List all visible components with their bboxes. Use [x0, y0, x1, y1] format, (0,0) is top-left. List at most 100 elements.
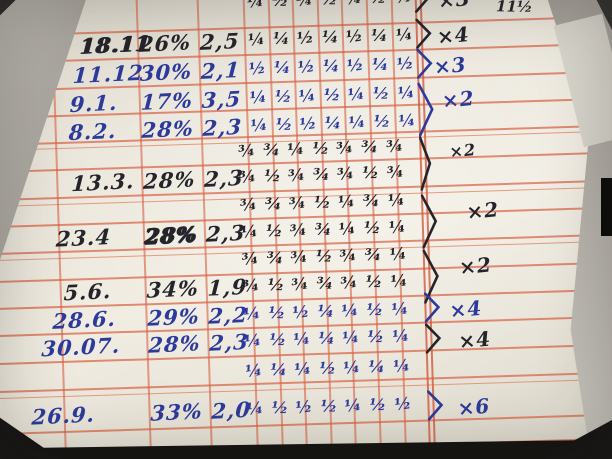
fraction-cell: ¾: [288, 219, 308, 241]
fraction-cell: ¼: [342, 356, 362, 378]
value-cell: 3,5: [201, 85, 243, 113]
percent-cell: 28%: [147, 330, 202, 358]
fraction-cell: ½: [363, 218, 381, 238]
fraction-cell: ¼: [396, 82, 416, 104]
multiplier-label: ×2: [458, 252, 493, 280]
fraction-cell: ½: [372, 83, 390, 104]
fraction-cell: ½: [315, 246, 333, 266]
fraction-cell: ¼: [242, 302, 262, 325]
multiplier-label: ×4: [448, 295, 484, 323]
fraction-cell: ½: [274, 86, 292, 107]
percent-cell: 30%: [139, 58, 193, 86]
fraction-cell: ¾: [316, 273, 334, 293]
bracket-icon: [422, 249, 441, 307]
fraction-cell: ¾: [241, 274, 261, 297]
multiplier-label: ×4: [435, 21, 471, 50]
fraction-cell: ½: [295, 27, 315, 49]
fraction-cell: ½: [271, 0, 289, 11]
fraction-cell: ¼: [343, 394, 363, 416]
multiplier-label: ×4: [457, 326, 493, 354]
fraction-cell: ¼: [246, 28, 266, 50]
fraction-cell: ¼: [338, 217, 358, 240]
fraction-cell: ½: [316, 0, 341, 9]
fraction-cell: ¼: [272, 28, 290, 49]
fraction-cell: ¼: [386, 189, 406, 211]
fraction-cell: ½: [291, 301, 311, 323]
date-cell: 9.1.: [69, 89, 119, 118]
fraction-cell: ¼: [389, 298, 409, 320]
fraction-cell: ¼: [388, 243, 408, 265]
note-top-right: 11½: [495, 0, 533, 17]
fraction-cell: ¾: [288, 192, 308, 214]
fraction-cell: ½: [366, 299, 384, 320]
date-cell: 5.6.: [63, 277, 113, 306]
fraction-cell: ½: [344, 25, 365, 47]
value-cell: 2,1: [200, 56, 242, 84]
fraction-cell: ¼: [321, 27, 339, 47]
fraction-cell: ½: [318, 358, 336, 378]
fraction-cell: ¾: [312, 164, 330, 184]
fraction-cell: ¾: [264, 194, 282, 214]
fraction-cell: ½: [367, 326, 385, 347]
percent-cell: 28%: [144, 221, 198, 249]
bracket-icon: [417, 82, 435, 140]
fraction-cell: ¾: [237, 166, 258, 188]
percent-cell: 28%: [142, 166, 197, 194]
fraction-cell: ¼: [245, 0, 265, 12]
fraction-cell: ¼: [317, 301, 335, 321]
fraction-cell: ½: [294, 396, 314, 418]
fraction-cell: ¼: [396, 110, 416, 132]
fraction-cell: ½: [361, 163, 380, 183]
bracket-icon: [423, 292, 441, 326]
fraction-cell: ½: [395, 53, 415, 75]
fraction-cell: ¼: [292, 328, 312, 350]
multiplier-label: ×3: [432, 52, 468, 80]
percent-cell: 29%: [146, 303, 201, 331]
fraction-cell: ¼: [249, 114, 269, 136]
fraction-cell: ¾: [240, 248, 260, 270]
fraction-cell: ¾: [262, 140, 280, 160]
fraction-cell: ¼: [370, 25, 388, 46]
fraction-cell: ¼: [269, 360, 287, 380]
fraction-cell: ¼: [389, 0, 416, 8]
fraction-cell: ½: [266, 275, 285, 295]
fraction-cell: ¾: [338, 244, 358, 267]
date-cell: 30.07.: [40, 332, 122, 362]
fraction-cell: ¼: [340, 299, 360, 321]
fraction-cell: ½: [323, 85, 341, 105]
date-cell: 26.9.: [30, 401, 96, 430]
fraction-cell: ¼: [346, 83, 366, 105]
fraction-cell: ¼: [291, 0, 318, 11]
percent-cell: 34%: [146, 275, 200, 303]
fraction-cell: ½: [274, 114, 293, 135]
fraction-cell: ¼: [388, 270, 409, 292]
date-cell: 11.12: [72, 59, 145, 89]
fraction-cell: ¼: [347, 111, 367, 133]
bracket-icon: [413, 0, 431, 17]
fraction-cell: ¾: [289, 246, 309, 268]
multiplier-label: ×2: [448, 140, 477, 162]
fraction-cell: ¾: [339, 271, 359, 293]
fraction-cell: ½: [263, 166, 281, 186]
fraction-cell: ¾: [384, 135, 404, 157]
fraction-cell: ¼: [341, 326, 361, 348]
fraction-cell: ¾: [266, 248, 284, 268]
fraction-cell: ½: [320, 396, 338, 416]
fraction-cell: ¾: [335, 136, 355, 159]
fraction-cell: ¼: [297, 85, 317, 107]
fraction-cell: ¾: [385, 161, 405, 183]
fraction-cell: ¼: [322, 56, 340, 76]
fraction-cell: ½: [365, 272, 383, 292]
bracket-icon: [426, 390, 444, 424]
fraction-cell: ½: [313, 192, 331, 212]
fraction-cell: ¼: [390, 325, 410, 347]
fraction-cell: ¼: [324, 113, 342, 133]
percent-cell: 17%: [140, 87, 194, 115]
fraction-cell: ½: [345, 54, 366, 76]
multiplier-label: ×6: [456, 393, 492, 421]
fraction-cell: ¼: [239, 221, 259, 243]
fraction-cell: ¾: [290, 273, 310, 295]
percent-cell: 26%: [138, 29, 192, 57]
fraction-cell: ½: [392, 393, 412, 415]
